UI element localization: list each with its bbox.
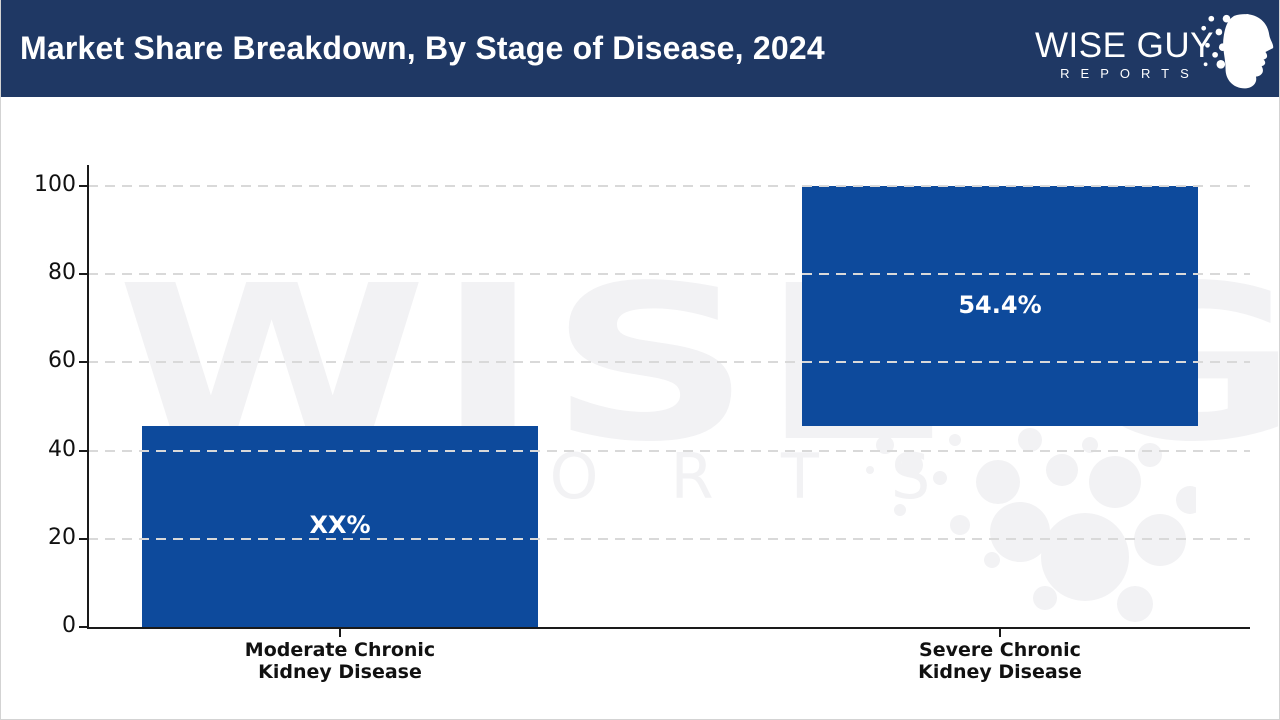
logo-text: WISE GUY REPORTS <box>1034 26 1214 82</box>
wise-guy-logo: WISE GUY REPORTS <box>1035 8 1274 94</box>
bar-value-label: 54.4% <box>958 290 1042 319</box>
x-category-label: Severe Chronic Kidney Disease <box>830 639 1170 683</box>
page-title: Market Share Breakdown, By Stage of Dise… <box>20 30 825 66</box>
y-tick-label: 40 <box>48 436 76 462</box>
x-tick-mark <box>999 628 1001 637</box>
gridline-y60 <box>88 361 1250 364</box>
y-tick-label: 0 <box>62 613 76 638</box>
y-tick-label: 80 <box>48 260 76 286</box>
y-tick-mark <box>79 449 88 452</box>
y-tick-mark <box>79 361 88 364</box>
x-category-label-line: Kidney Disease <box>258 661 422 683</box>
logo-name: WISE GUY <box>1034 26 1214 65</box>
y-axis-line <box>87 164 89 629</box>
bar-value-label: XX% <box>309 511 371 540</box>
x-category-label: Moderate Chronic Kidney Disease <box>170 639 510 683</box>
x-tick-mark <box>339 628 341 637</box>
y-tick-label: 60 <box>48 348 76 374</box>
y-tick-label: 20 <box>48 524 76 550</box>
y-tick-label: 100 <box>34 172 76 197</box>
y-tick-mark <box>79 185 88 187</box>
face-dots-icon <box>1201 13 1274 89</box>
y-tick-mark <box>79 537 88 540</box>
x-category-label-line: Moderate Chronic <box>244 639 436 661</box>
gridline-y80 <box>88 273 1250 276</box>
bar-0 <box>142 425 538 627</box>
header: Market Share Breakdown, By Stage of Dise… <box>0 0 1280 97</box>
x-axis-line <box>87 627 1250 629</box>
gridline-y40 <box>88 449 1250 452</box>
x-category-label-line: Kidney Disease <box>918 661 1082 683</box>
y-tick-mark <box>79 626 88 628</box>
logo-sub: REPORTS <box>1060 66 1200 81</box>
y-tick-mark <box>79 273 88 276</box>
x-category-label-line: Severe Chronic <box>919 639 1081 661</box>
gridline-y100 <box>88 185 1250 187</box>
bar-1 <box>802 186 1198 426</box>
gridline-y20 <box>88 537 1250 540</box>
